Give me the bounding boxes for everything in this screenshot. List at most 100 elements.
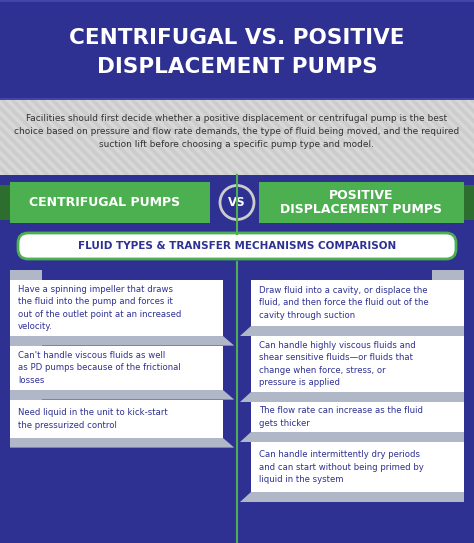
- Circle shape: [220, 186, 254, 219]
- Text: CENTRIFUGAL VS. POSITIVE: CENTRIFUGAL VS. POSITIVE: [69, 28, 405, 48]
- Polygon shape: [150, 100, 230, 175]
- Bar: [251, 280, 464, 326]
- Polygon shape: [180, 100, 260, 175]
- Polygon shape: [50, 100, 130, 175]
- Polygon shape: [260, 100, 340, 175]
- Polygon shape: [60, 100, 140, 175]
- Polygon shape: [140, 100, 220, 175]
- Polygon shape: [10, 270, 42, 280]
- Polygon shape: [450, 100, 474, 175]
- Polygon shape: [0, 100, 20, 175]
- Polygon shape: [370, 100, 450, 175]
- Text: Can handle intermittently dry periods
and can start without being primed by
liqu: Can handle intermittently dry periods an…: [259, 450, 424, 484]
- Bar: [0, 0, 474, 100]
- Polygon shape: [460, 100, 474, 175]
- Text: Can't handle viscous fluids as well
as PD pumps because of the frictional
losses: Can't handle viscous fluids as well as P…: [18, 351, 181, 384]
- Text: FLUID TYPES & TRANSFER MECHANISMS COMPARISON: FLUID TYPES & TRANSFER MECHANISMS COMPAR…: [78, 241, 396, 251]
- Polygon shape: [350, 100, 430, 175]
- Bar: [464, 185, 474, 220]
- Polygon shape: [10, 438, 234, 447]
- Polygon shape: [40, 100, 120, 175]
- Polygon shape: [220, 100, 300, 175]
- Polygon shape: [290, 100, 370, 175]
- Polygon shape: [430, 100, 474, 175]
- Bar: [10, 280, 223, 336]
- Bar: [0, 185, 10, 220]
- Bar: [10, 182, 210, 223]
- Polygon shape: [210, 100, 290, 175]
- Polygon shape: [0, 100, 60, 175]
- Text: Draw fluid into a cavity, or displace the
fluid, and then force the fluid out of: Draw fluid into a cavity, or displace th…: [259, 286, 428, 320]
- Polygon shape: [10, 390, 42, 400]
- Bar: [0, 262, 474, 543]
- Polygon shape: [110, 100, 190, 175]
- Bar: [251, 402, 464, 432]
- Polygon shape: [240, 326, 464, 336]
- Text: DISPLACEMENT PUMPS: DISPLACEMENT PUMPS: [97, 57, 377, 77]
- Polygon shape: [0, 100, 10, 175]
- Text: The flow rate can increase as the fluid
gets thicker: The flow rate can increase as the fluid …: [259, 406, 423, 427]
- Polygon shape: [410, 100, 474, 175]
- Polygon shape: [190, 100, 270, 175]
- Polygon shape: [70, 100, 150, 175]
- Polygon shape: [0, 100, 30, 175]
- Bar: [0, 0, 474, 2]
- Polygon shape: [440, 100, 474, 175]
- Polygon shape: [432, 393, 464, 402]
- Polygon shape: [432, 432, 464, 442]
- Polygon shape: [300, 100, 380, 175]
- Polygon shape: [360, 100, 440, 175]
- Polygon shape: [240, 100, 320, 175]
- Polygon shape: [30, 100, 110, 175]
- Text: Can handle highly viscous fluids and
shear sensitive fluids—or fluids that
chang: Can handle highly viscous fluids and she…: [259, 341, 416, 387]
- Polygon shape: [320, 100, 400, 175]
- Polygon shape: [200, 100, 280, 175]
- Text: CENTRIFUGAL PUMPS: CENTRIFUGAL PUMPS: [29, 196, 181, 209]
- Polygon shape: [0, 100, 80, 175]
- Polygon shape: [10, 100, 90, 175]
- Text: POSITIVE
DISPLACEMENT PUMPS: POSITIVE DISPLACEMENT PUMPS: [281, 189, 443, 216]
- Polygon shape: [0, 100, 70, 175]
- Polygon shape: [400, 100, 474, 175]
- FancyBboxPatch shape: [18, 233, 456, 259]
- Polygon shape: [240, 432, 464, 441]
- Polygon shape: [120, 100, 200, 175]
- Bar: [0, 175, 474, 230]
- Bar: [0, 100, 474, 175]
- Polygon shape: [130, 100, 210, 175]
- Polygon shape: [230, 100, 310, 175]
- Text: VS: VS: [228, 196, 246, 209]
- Polygon shape: [100, 100, 180, 175]
- Polygon shape: [270, 100, 350, 175]
- Polygon shape: [80, 100, 160, 175]
- Bar: [10, 346, 223, 390]
- Polygon shape: [10, 390, 234, 400]
- Polygon shape: [470, 100, 474, 175]
- Polygon shape: [280, 100, 360, 175]
- Polygon shape: [10, 337, 42, 346]
- Bar: [251, 442, 464, 492]
- Text: Need liquid in the unit to kick-start
the pressurized control: Need liquid in the unit to kick-start th…: [18, 408, 168, 430]
- Polygon shape: [170, 100, 250, 175]
- Polygon shape: [250, 100, 330, 175]
- Polygon shape: [160, 100, 240, 175]
- Bar: [10, 400, 223, 438]
- Polygon shape: [0, 100, 50, 175]
- Bar: [251, 336, 464, 392]
- Polygon shape: [432, 326, 464, 336]
- Polygon shape: [240, 392, 464, 402]
- Polygon shape: [340, 100, 420, 175]
- Polygon shape: [432, 270, 464, 280]
- Polygon shape: [10, 336, 234, 345]
- Polygon shape: [420, 100, 474, 175]
- Polygon shape: [20, 100, 100, 175]
- Polygon shape: [330, 100, 410, 175]
- Text: Have a spinning impeller that draws
the fluid into the pump and forces it
out of: Have a spinning impeller that draws the …: [18, 285, 182, 331]
- Polygon shape: [310, 100, 390, 175]
- Polygon shape: [90, 100, 170, 175]
- Text: Facilities should first decide whether a positive displacement or centrifugal pu: Facilities should first decide whether a…: [14, 114, 460, 149]
- Polygon shape: [240, 492, 464, 502]
- Polygon shape: [380, 100, 460, 175]
- Bar: [0, 98, 474, 100]
- Polygon shape: [390, 100, 470, 175]
